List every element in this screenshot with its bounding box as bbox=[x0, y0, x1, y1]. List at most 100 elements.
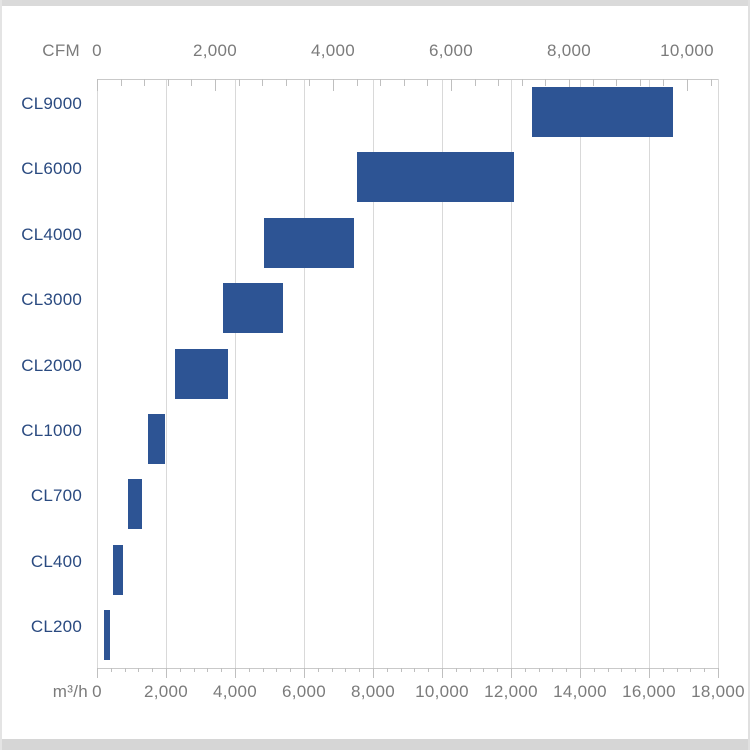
bottom-axis-major-tick bbox=[166, 668, 167, 678]
page-edge-right bbox=[748, 0, 750, 750]
category-label-cl400: CL400 bbox=[30, 552, 82, 571]
bottom-axis-major-tick bbox=[304, 668, 305, 678]
bottom-axis-tick-label: 18,000 bbox=[691, 682, 745, 701]
top-axis-major-tick bbox=[215, 79, 216, 91]
category-label-cl9000: CL9000 bbox=[21, 94, 82, 113]
gridline bbox=[442, 79, 443, 668]
bottom-axis-major-tick bbox=[373, 668, 374, 678]
bottom-axis-minor-tick bbox=[663, 668, 664, 672]
top-axis-line bbox=[97, 79, 718, 80]
top-axis-minor-tick bbox=[309, 79, 310, 86]
top-axis-minor-tick bbox=[191, 79, 192, 86]
gridline bbox=[373, 79, 374, 668]
top-axis-minor-tick bbox=[380, 79, 381, 86]
bottom-axis-minor-tick bbox=[152, 668, 153, 672]
bottom-axis-major-tick bbox=[718, 668, 719, 678]
bottom-axis-minor-tick bbox=[290, 668, 291, 672]
top-axis-tick-label: 0 bbox=[92, 41, 102, 60]
bottom-axis-minor-tick bbox=[387, 668, 388, 672]
range-bar-cl4000 bbox=[264, 218, 354, 268]
gridline bbox=[718, 79, 719, 668]
bottom-axis-minor-tick bbox=[470, 668, 471, 672]
bottom-axis-minor-tick bbox=[249, 668, 250, 672]
top-axis-major-tick bbox=[97, 79, 98, 91]
bottom-axis-minor-tick bbox=[677, 668, 678, 672]
top-axis-minor-tick bbox=[498, 79, 499, 86]
bottom-axis-major-tick bbox=[235, 668, 236, 678]
category-label-cl4000: CL4000 bbox=[21, 225, 82, 244]
bottom-axis-tick-label: 12,000 bbox=[484, 682, 538, 701]
bottom-axis-minor-tick bbox=[345, 668, 346, 672]
top-axis-minor-tick bbox=[357, 79, 358, 86]
top-axis-minor-tick bbox=[475, 79, 476, 86]
cfm-axis-unit-label: CFM bbox=[42, 41, 80, 60]
range-bar-cl6000 bbox=[357, 152, 514, 202]
bottom-axis-line bbox=[97, 668, 718, 669]
top-axis-minor-tick bbox=[522, 79, 523, 86]
top-axis-tick-label: 6,000 bbox=[428, 41, 474, 60]
top-axis-minor-tick bbox=[286, 79, 287, 86]
range-bar-cl3000 bbox=[223, 283, 283, 333]
m3h-axis-unit-label: m³/h bbox=[52, 682, 88, 701]
bottom-axis-tick-label: 8,000 bbox=[350, 682, 396, 701]
category-label-cl2000: CL2000 bbox=[21, 356, 82, 375]
bottom-axis-minor-tick bbox=[621, 668, 622, 672]
gridline bbox=[580, 79, 581, 668]
bottom-axis-tick-label: 14,000 bbox=[553, 682, 607, 701]
bottom-axis-minor-tick bbox=[263, 668, 264, 672]
top-axis-tick-label: 4,000 bbox=[310, 41, 356, 60]
bottom-axis-major-tick bbox=[97, 668, 98, 678]
category-label-cl3000: CL3000 bbox=[21, 290, 82, 309]
bottom-axis-minor-tick bbox=[414, 668, 415, 672]
bottom-axis-minor-tick bbox=[194, 668, 195, 672]
top-axis-minor-tick bbox=[616, 79, 617, 86]
gridline bbox=[511, 79, 512, 668]
gridline bbox=[235, 79, 236, 668]
bottom-axis-minor-tick bbox=[497, 668, 498, 672]
category-label-cl1000: CL1000 bbox=[21, 421, 82, 440]
range-bar-cl200 bbox=[104, 610, 110, 660]
range-bar-cl700 bbox=[128, 479, 142, 529]
top-axis-tick-label: 2,000 bbox=[192, 41, 238, 60]
bottom-axis-minor-tick bbox=[428, 668, 429, 672]
bottom-axis-minor-tick bbox=[704, 668, 705, 672]
bottom-axis-minor-tick bbox=[221, 668, 222, 672]
bottom-axis-minor-tick bbox=[635, 668, 636, 672]
bottom-axis-minor-tick bbox=[690, 668, 691, 672]
bottom-axis-minor-tick bbox=[138, 668, 139, 672]
bottom-axis-major-tick bbox=[649, 668, 650, 678]
top-axis-minor-tick bbox=[663, 79, 664, 86]
bottom-axis-minor-tick bbox=[608, 668, 609, 672]
gridline bbox=[97, 79, 98, 668]
top-axis-major-tick bbox=[687, 79, 688, 91]
top-axis-minor-tick bbox=[121, 79, 122, 86]
bottom-axis-tick-label: 10,000 bbox=[415, 682, 469, 701]
top-axis-minor-tick bbox=[262, 79, 263, 86]
bottom-axis-tick-label: 4,000 bbox=[212, 682, 258, 701]
top-axis-minor-tick bbox=[144, 79, 145, 86]
bottom-axis-minor-tick bbox=[276, 668, 277, 672]
bottom-axis-minor-tick bbox=[401, 668, 402, 672]
bottom-axis-tick-label: 16,000 bbox=[622, 682, 676, 701]
bottom-axis-tick-label: 2,000 bbox=[143, 682, 189, 701]
bottom-axis-minor-tick bbox=[539, 668, 540, 672]
bottom-axis-tick-label: 0 bbox=[92, 682, 102, 701]
range-bar-cl400 bbox=[113, 545, 123, 595]
top-axis-major-tick bbox=[451, 79, 452, 91]
bottom-axis-minor-tick bbox=[359, 668, 360, 672]
top-axis-minor-tick bbox=[427, 79, 428, 86]
top-axis-major-tick bbox=[333, 79, 334, 91]
bottom-axis-minor-tick bbox=[180, 668, 181, 672]
bottom-axis-minor-tick bbox=[525, 668, 526, 672]
bottom-axis-minor-tick bbox=[207, 668, 208, 672]
top-axis-tick-label: 10,000 bbox=[660, 41, 714, 60]
bottom-axis-minor-tick bbox=[552, 668, 553, 672]
page-edge-top bbox=[0, 0, 750, 6]
bottom-axis-major-tick bbox=[511, 668, 512, 678]
top-axis-minor-tick bbox=[404, 79, 405, 86]
top-axis-minor-tick bbox=[168, 79, 169, 86]
bottom-axis-major-tick bbox=[442, 668, 443, 678]
top-axis-minor-tick bbox=[711, 79, 712, 86]
range-bar-cl9000 bbox=[532, 87, 673, 137]
